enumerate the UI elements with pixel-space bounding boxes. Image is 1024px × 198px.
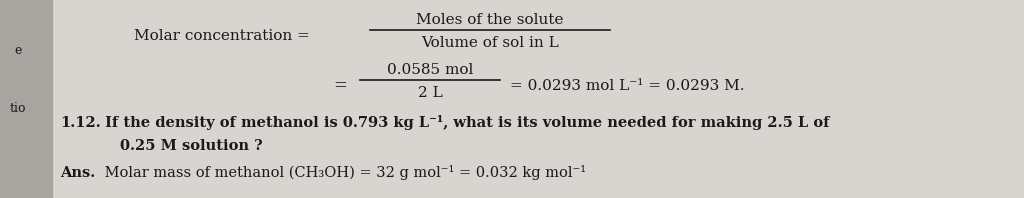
Text: If the density of methanol is 0.793 kg L⁻¹, what is its volume needed for making: If the density of methanol is 0.793 kg L… [100,115,829,130]
Text: 0.25 M solution ?: 0.25 M solution ? [120,139,262,153]
Bar [0,0,52,198]
Text: =: = [333,77,347,94]
Text: Ans.: Ans. [60,166,95,180]
Text: Volume of sol in L: Volume of sol in L [421,36,559,50]
Text: Molar concentration =: Molar concentration = [134,29,310,43]
Text: e: e [14,44,22,56]
Text: tio: tio [10,102,27,114]
Text: Molar mass of methanol (CH₃OH) = 32 g mol⁻¹ = 0.032 kg mol⁻¹: Molar mass of methanol (CH₃OH) = 32 g mo… [100,166,586,181]
Text: 0.0585 mol: 0.0585 mol [387,63,473,77]
Text: = 0.0293 mol L⁻¹ = 0.0293 M.: = 0.0293 mol L⁻¹ = 0.0293 M. [510,79,744,93]
Text: 2 L: 2 L [418,86,442,100]
Text: Moles of the solute: Moles of the solute [416,13,564,27]
Text: 1.12.: 1.12. [60,116,100,130]
